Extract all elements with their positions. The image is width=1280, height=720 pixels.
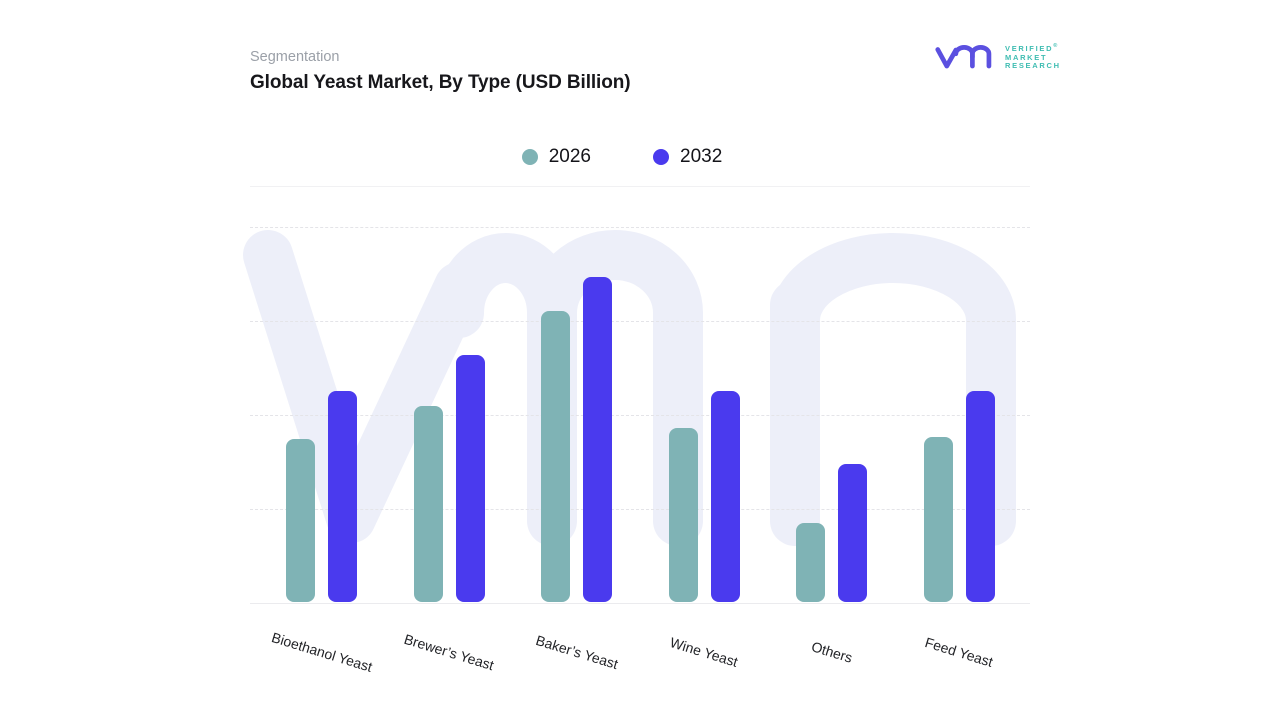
y-gridline xyxy=(250,227,1030,228)
bar-group-wine-yeast xyxy=(639,391,769,602)
x-axis-line xyxy=(250,603,1030,604)
brand-wordmark: VERIFIED® MARKET RESEARCH xyxy=(1005,43,1061,72)
bar-2032-wine-yeast[interactable] xyxy=(710,391,740,602)
bar-2026-others[interactable] xyxy=(796,523,825,602)
registered-mark: ® xyxy=(1053,42,1058,49)
legend-item-2026[interactable]: 2026 xyxy=(521,146,591,168)
vmr-monogram-icon xyxy=(935,45,992,69)
bar-2026-brewer-s-yeast[interactable] xyxy=(413,405,443,602)
y-gridline xyxy=(250,321,1030,322)
bar-group-feed-yeast xyxy=(894,391,1024,602)
bar-2026-feed-yeast[interactable] xyxy=(923,436,953,602)
x-axis-label-brewer-s-yeast: Brewer’s Yeast xyxy=(402,630,496,674)
x-axis-label-wine-yeast: Wine Yeast xyxy=(668,634,740,670)
x-axis-label-bioethanol-yeast: Bioethanol Yeast xyxy=(269,629,374,675)
bar-group-brewer-s-yeast xyxy=(384,354,514,602)
y-gridline xyxy=(250,509,1030,510)
bar-2026-bioethanol-yeast[interactable] xyxy=(286,439,315,602)
legend-swatch-2032-icon xyxy=(653,149,669,165)
vmr-logo: VERIFIED® MARKET RESEARCH xyxy=(934,42,1061,72)
legend-label-2026: 2026 xyxy=(548,146,591,167)
bar-2032-brewer-s-yeast[interactable] xyxy=(455,354,485,602)
chart-legend: 2026 2032 xyxy=(232,146,1012,168)
legend-divider xyxy=(250,186,1030,187)
bar-2032-feed-yeast[interactable] xyxy=(965,391,995,602)
legend-swatch-2026-icon xyxy=(521,149,538,165)
bar-2026-wine-yeast[interactable] xyxy=(668,428,698,602)
chart-title: Global Yeast Market, By Type (USD Billio… xyxy=(250,72,631,93)
x-axis-label-baker-s-yeast: Baker’s Yeast xyxy=(533,631,620,673)
y-gridline xyxy=(250,415,1030,416)
legend-item-2032[interactable]: 2032 xyxy=(653,146,722,168)
x-axis-label-others: Others xyxy=(809,638,854,666)
brand-line-2: MARKET xyxy=(1005,52,1048,62)
x-axis-label-feed-yeast: Feed Yeast xyxy=(923,634,995,670)
legend-label-2032: 2032 xyxy=(680,146,723,167)
bar-2032-others[interactable] xyxy=(838,463,867,602)
bar-2026-baker-s-yeast[interactable] xyxy=(541,310,570,602)
bar-group-baker-s-yeast xyxy=(512,276,642,602)
brand-line-3: RESEARCH xyxy=(1005,61,1061,71)
bar-2032-bioethanol-yeast[interactable] xyxy=(328,391,357,602)
section-eyebrow: Segmentation xyxy=(250,49,340,65)
brand-line-1: VERIFIED® xyxy=(1005,42,1058,53)
bar-group-others xyxy=(767,463,897,602)
bar-2032-baker-s-yeast[interactable] xyxy=(583,276,612,602)
chart-plot-area: Bioethanol Yeast Brewer’s Yeast Baker’s Ye… xyxy=(243,225,1030,675)
bar-group-bioethanol-yeast xyxy=(257,391,387,602)
